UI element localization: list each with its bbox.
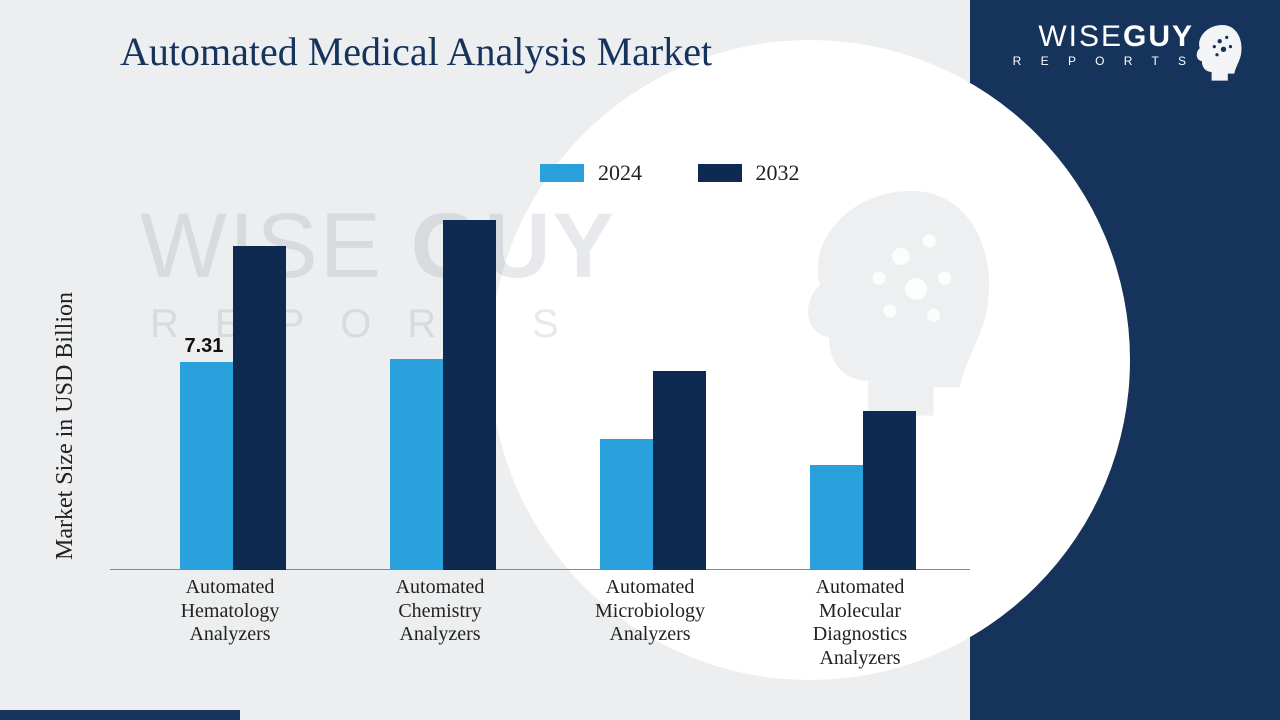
bar (863, 411, 916, 570)
logo-text-sub: R E P O R T S (1013, 54, 1194, 68)
bar (390, 359, 443, 570)
head-silhouette-icon (1190, 22, 1244, 82)
bar (653, 371, 706, 570)
logo-text-guy: GUY (1123, 20, 1194, 53)
category-label: AutomatedMolecularDiagnosticsAnalyzers (770, 576, 950, 670)
legend-item-2024: 2024 (540, 160, 642, 186)
legend-item-2032: 2032 (698, 160, 800, 186)
legend: 2024 2032 (540, 160, 850, 188)
bottom-accent-bar (0, 710, 240, 720)
bar-value-label: 7.31 (185, 335, 224, 358)
legend-swatch-2032 (698, 164, 742, 182)
brand-logo: WISEGUY R E P O R T S (1013, 22, 1252, 68)
logo-text-wise: WISE (1038, 20, 1123, 53)
plot-area: AutomatedHematologyAnalyzersAutomatedChe… (110, 200, 970, 571)
stage: WISEGUY R E P O R T S Automated Medical … (0, 0, 1280, 720)
bar (600, 439, 653, 570)
bar (810, 465, 863, 570)
category-label: AutomatedHematologyAnalyzers (140, 576, 320, 647)
chart-title: Automated Medical Analysis Market (120, 28, 712, 75)
bar (443, 220, 496, 570)
category-label: AutomatedChemistryAnalyzers (350, 576, 530, 647)
legend-label-2032: 2032 (756, 160, 800, 186)
legend-swatch-2024 (540, 164, 584, 182)
legend-label-2024: 2024 (598, 160, 642, 186)
bar (180, 362, 233, 570)
category-label: AutomatedMicrobiologyAnalyzers (560, 576, 740, 647)
y-axis-label: Market Size in USD Billion (52, 292, 79, 560)
bar (233, 246, 286, 570)
